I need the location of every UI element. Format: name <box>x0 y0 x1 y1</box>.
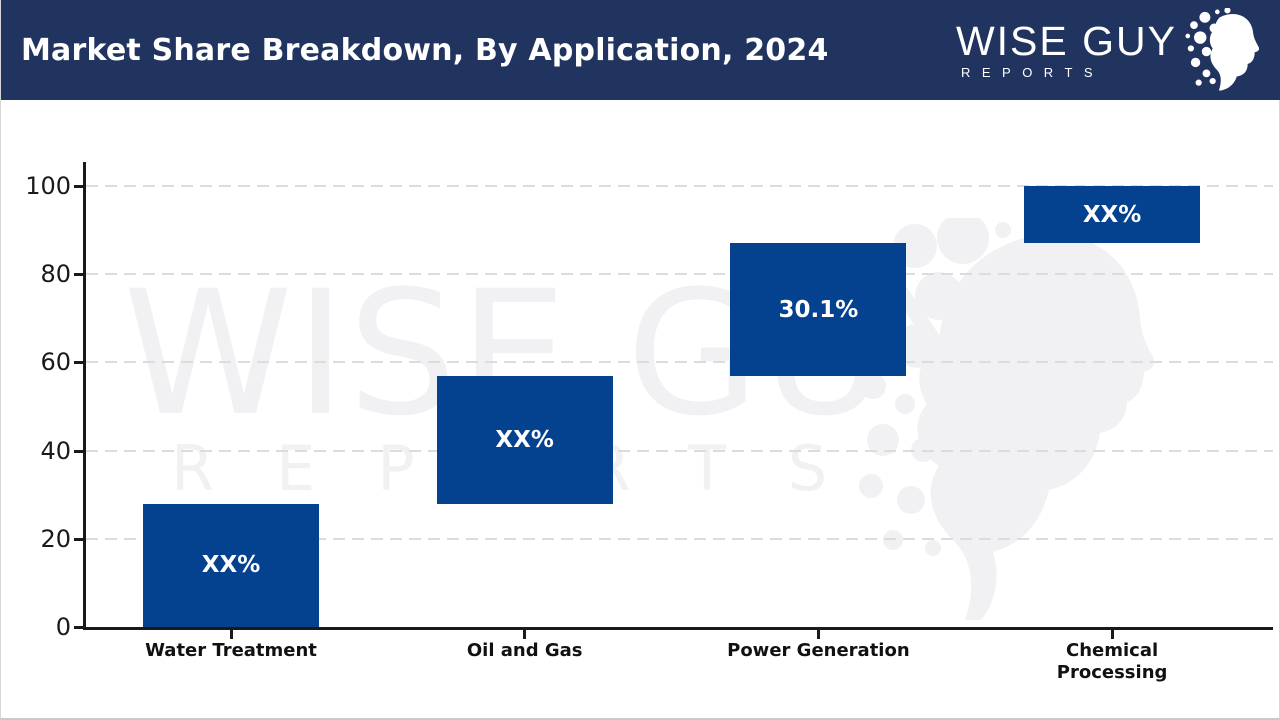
x-category-label: Chemical Processing <box>1056 640 1168 683</box>
page-title: Market Share Breakdown, By Application, … <box>21 32 829 68</box>
bar: XX% <box>1024 186 1201 244</box>
x-tick <box>229 630 233 639</box>
y-tick <box>74 273 85 277</box>
x-tick <box>523 630 527 639</box>
gridline <box>86 361 1273 364</box>
y-tick-label: 20 <box>40 524 71 553</box>
header-bar: Market Share Breakdown, By Application, … <box>1 0 1280 100</box>
x-category-label: Power Generation <box>727 640 910 661</box>
wise-guy-reports-logo: WISE GUY REPORTS <box>956 8 1261 92</box>
bar-value-label: XX% <box>201 552 261 579</box>
bar-value-label: 30.1% <box>778 296 859 323</box>
y-tick-label: 0 <box>55 613 71 641</box>
y-tick-label: 100 <box>25 172 71 200</box>
bar-value-label: XX% <box>1082 201 1142 228</box>
x-tick <box>816 630 820 639</box>
gridline <box>86 185 1273 187</box>
gridline <box>86 273 1273 276</box>
bar: XX% <box>436 376 613 504</box>
bar: XX% <box>143 503 319 627</box>
x-category-label: Oil and Gas <box>466 640 583 661</box>
logo-head-icon <box>1185 8 1260 91</box>
y-tick-label: 40 <box>40 436 71 465</box>
x-category-label: Water Treatment <box>145 640 317 661</box>
gridline <box>86 537 1273 540</box>
x-axis <box>83 627 1273 630</box>
y-tick <box>74 361 85 365</box>
y-tick-label: 60 <box>40 348 71 377</box>
y-tick <box>74 449 85 453</box>
x-tick <box>1110 630 1114 639</box>
y-tick-label: 80 <box>40 260 71 289</box>
y-tick <box>74 185 85 188</box>
bar: 30.1% <box>730 243 907 377</box>
y-tick <box>74 626 85 629</box>
bar-value-label: XX% <box>495 427 554 453</box>
gridline <box>86 449 1273 452</box>
y-axis <box>83 162 86 630</box>
logo-subtitle: REPORTS <box>960 64 1105 80</box>
logo-wordmark: WISE GUY <box>955 17 1177 64</box>
y-tick <box>74 537 85 541</box>
